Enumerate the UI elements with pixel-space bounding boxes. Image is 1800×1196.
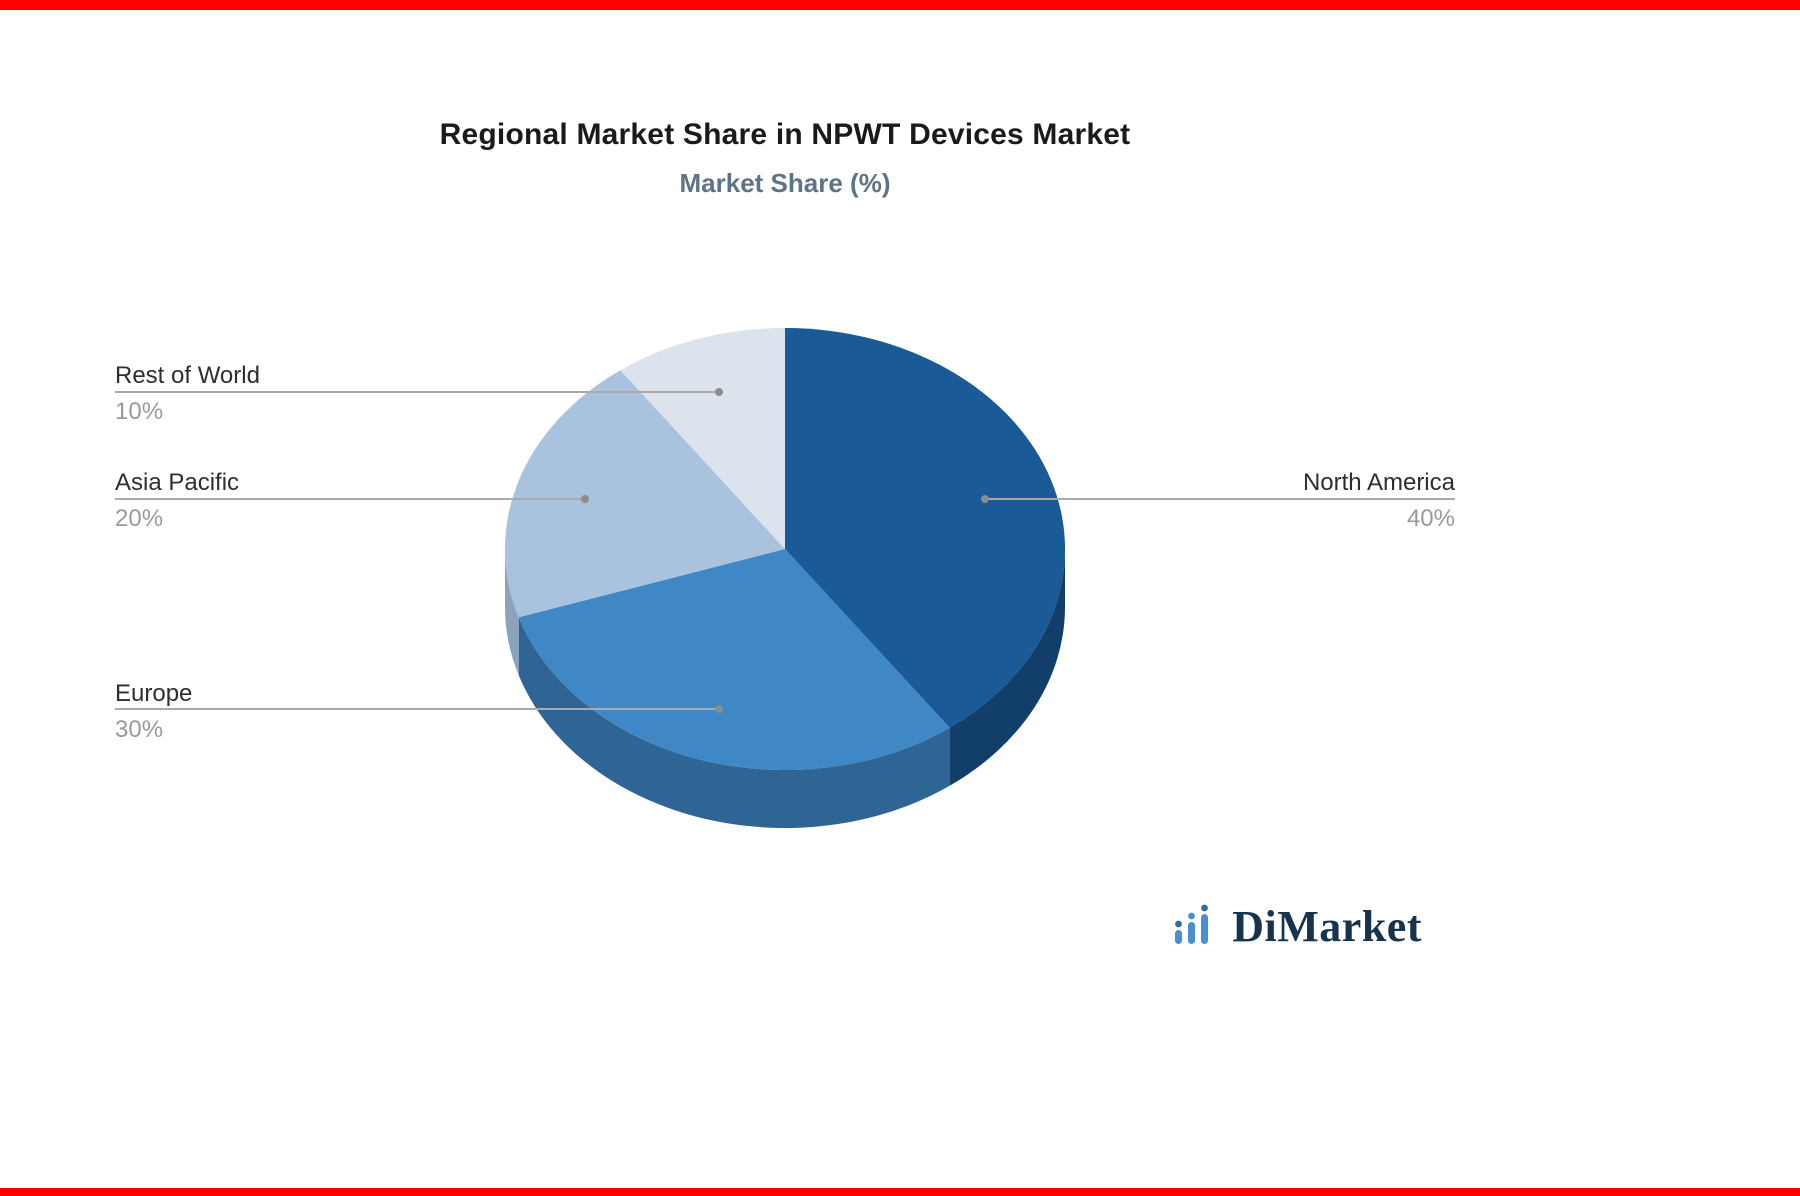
leader-dot-north-america xyxy=(981,495,989,503)
callout-label-rest-of-world: Rest of World xyxy=(115,362,260,389)
chart-subtitle: Market Share (%) xyxy=(679,168,891,198)
leader-line-rest-of-world xyxy=(115,391,719,393)
pie-slice-europe[interactable] xyxy=(518,549,950,771)
chart-title: Regional Market Share in NPWT Devices Ma… xyxy=(439,118,1131,151)
callout-label-europe: Europe xyxy=(115,680,193,707)
pie-slice-rest-of-world[interactable] xyxy=(620,328,785,549)
leader-line-europe xyxy=(115,708,719,710)
callout-percent-rest-of-world: 10% xyxy=(115,398,164,425)
top-red-border xyxy=(0,0,1800,10)
callout-percent-north-america: 40% xyxy=(1406,505,1455,532)
pie-slice-depth-asia-pacific xyxy=(505,549,519,676)
leader-line-north-america xyxy=(985,498,1455,500)
callout-label-asia-pacific: Asia Pacific xyxy=(115,469,240,496)
leader-dot-asia-pacific xyxy=(581,495,589,503)
callout-label-north-america: North America xyxy=(1302,469,1455,496)
dimarket-logo-text: DiMarket xyxy=(1232,902,1422,951)
bottom-red-border xyxy=(0,1188,1800,1196)
pie-slice-depth-north-america xyxy=(949,549,1065,786)
dimarket-logo: DiMarket xyxy=(1172,901,1422,952)
pie-slice-north-america[interactable] xyxy=(785,327,1066,728)
leader-line-asia-pacific xyxy=(115,498,585,500)
leader-dot-rest-of-world xyxy=(715,388,723,396)
callout-percent-europe: 30% xyxy=(115,716,164,743)
callout-percent-asia-pacific: 20% xyxy=(115,505,164,532)
dimarket-logo-icon xyxy=(1175,904,1209,944)
pie-slice-depth-europe xyxy=(518,617,950,829)
leader-dot-europe xyxy=(715,705,723,713)
pie-slice-asia-pacific[interactable] xyxy=(504,370,785,618)
